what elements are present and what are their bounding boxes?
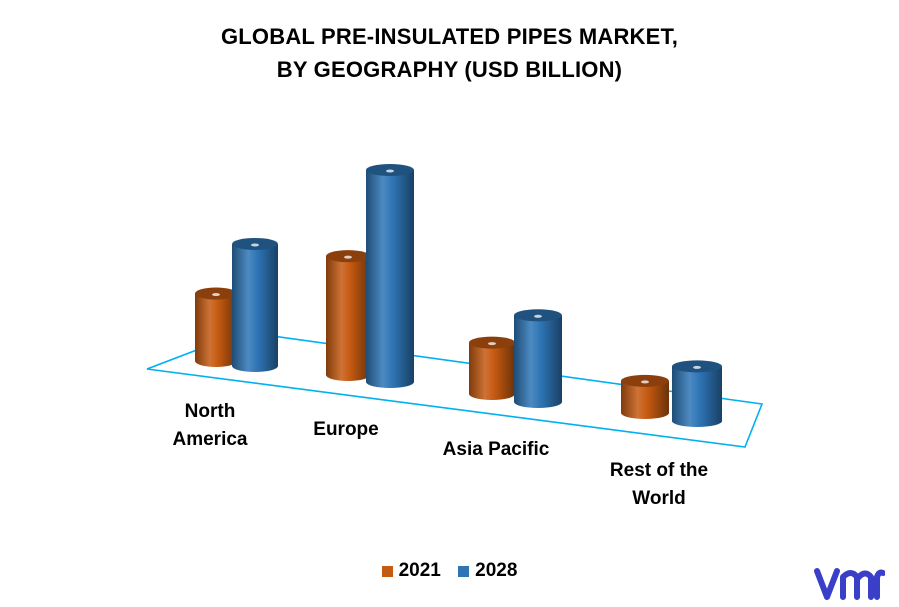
bar-highlight: [251, 243, 259, 247]
bar-rest-of-the-world-2028: [672, 360, 722, 427]
category-label-rest-of-the-world: Rest of the World: [579, 457, 739, 513]
category-label-europe: Europe: [266, 416, 426, 444]
chart-title: GLOBAL PRE-INSULATED PIPES MARKET, BY GE…: [0, 20, 899, 86]
bar-highlight: [693, 365, 701, 369]
bar-asia-pacific-2021: [469, 336, 515, 400]
category-label-line: World: [632, 488, 686, 509]
bar-body: [621, 380, 669, 419]
bar-body: [326, 256, 370, 381]
bar-body: [366, 170, 414, 388]
bar-north-america-2021: [195, 287, 237, 367]
bar-europe-2021: [326, 250, 370, 381]
bar-highlight: [488, 342, 496, 346]
bar-body: [195, 293, 237, 367]
bar-body: [469, 342, 515, 400]
category-label-asia-pacific: Asia Pacific: [416, 436, 576, 464]
bar-body: [514, 315, 562, 408]
bar-highlight: [386, 169, 394, 173]
bar-highlight: [534, 314, 542, 318]
bar-highlight: [641, 380, 649, 384]
category-label-line: Rest of the: [609, 460, 709, 481]
category-label-line: Asia Pacific: [442, 439, 550, 460]
chart-title-line-1: GLOBAL PRE-INSULATED PIPES MARKET,: [220, 24, 679, 49]
legend-swatch-2028: [458, 565, 470, 577]
bar-body: [232, 243, 278, 372]
bar-highlight: [344, 255, 352, 259]
legend-label-2028: 2028: [475, 560, 518, 581]
bar-rest-of-the-world-2021: [621, 374, 669, 419]
bar-europe-2028: [366, 164, 414, 388]
category-label-line: North: [184, 401, 236, 422]
bar-highlight: [212, 293, 220, 297]
legend-item-2028: 2028: [458, 560, 517, 582]
bar-body: [672, 366, 722, 427]
legend-swatch-2021: [381, 565, 393, 577]
vmr-logo: [814, 568, 885, 600]
bar-asia-pacific-2028: [514, 309, 562, 408]
legend: 2021 2028: [0, 560, 899, 583]
legend-item-2021: 2021: [381, 560, 441, 582]
category-label-north-america: North America: [130, 398, 290, 454]
bar-north-america-2028: [232, 237, 278, 372]
chart-title-line-2: BY GEOGRAPHY (USD BILLION): [276, 57, 623, 82]
bars-group: [195, 164, 722, 427]
category-label-line: America: [172, 429, 248, 450]
legend-label-2021: 2021: [398, 560, 441, 581]
category-label-line: Europe: [313, 419, 379, 440]
